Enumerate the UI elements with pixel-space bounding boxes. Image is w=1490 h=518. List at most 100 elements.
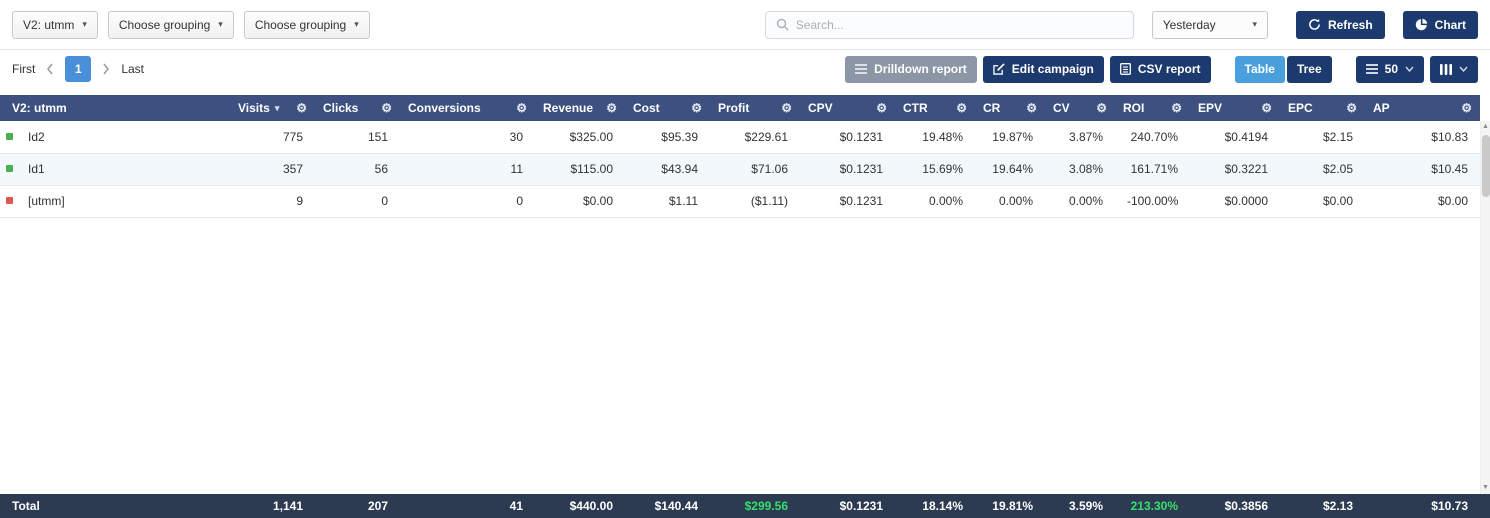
epc-cell: $0.00 [1280,185,1365,218]
total-cpv-cell: $0.1231 [839,499,883,513]
columns-settings-button[interactable] [1430,55,1478,83]
column-settings-gear-icon[interactable]: ⚙ [606,101,617,115]
search-input[interactable] [795,17,1123,32]
table-row[interactable]: Id1 357 56 11 $115.00 $43.94 $71.06 $0.1231 15.6… [0,153,1480,186]
campaign-select-value: V2: utmm [23,17,75,32]
campaign-select[interactable]: V2: utmm ▾ [12,10,98,39]
status-indicator [6,132,13,140]
row-label: Id1 [28,162,45,176]
csv-report-button[interactable]: CSV report [1109,55,1211,83]
edit-pencil-icon [993,63,1005,75]
grouping-select-2[interactable]: Choose grouping ▾ [243,10,370,39]
column-settings-gear-icon[interactable]: ⚙ [956,101,967,115]
column-header-profit[interactable]: Profit ⚙ [710,95,800,121]
report-table: V2: utmm Visits ▾ ⚙ Clicks ⚙ Conversions ⚙ Reven… [0,95,1480,218]
column-settings-gear-icon[interactable]: ⚙ [1026,101,1037,115]
column-header-label: CPV [808,101,833,115]
column-settings-gear-icon[interactable]: ⚙ [781,101,792,115]
ap-cell: $10.83 [1365,121,1480,154]
column-settings-gear-icon[interactable]: ⚙ [691,101,702,115]
date-range-select[interactable]: Yesterday ▾ [1151,10,1268,39]
chevron-down-icon [1459,66,1468,72]
pagination-page-1[interactable]: 1 [65,56,92,82]
total-ap-cell: $10.73 [1431,499,1468,513]
chevron-down-icon: ▾ [218,19,223,29]
row-name-cell[interactable]: Id1 [0,153,230,186]
column-header-ctr[interactable]: CTR ⚙ [895,95,975,121]
table-view-label: Table [1244,62,1275,76]
conversions-cell: 11 [400,153,535,186]
chevron-right-icon[interactable] [102,63,110,75]
column-header-label: ROI [1123,101,1145,115]
column-header-revenue[interactable]: Revenue ⚙ [535,95,625,121]
table-view-button[interactable]: Table [1234,55,1285,83]
grouping-select-1[interactable]: Choose grouping ▾ [107,10,234,39]
ctr-cell: 0.00% [895,185,975,218]
refresh-button[interactable]: Refresh [1295,10,1385,39]
column-header-visits[interactable]: Visits ▾ ⚙ [230,95,315,121]
column-header-cost[interactable]: Cost ⚙ [625,95,710,121]
clicks-cell: 151 [315,121,400,154]
clicks-cell: 0 [315,185,400,218]
scroll-down-arrow-icon[interactable]: ▼ [1482,484,1489,491]
column-header-ap[interactable]: AP ⚙ [1365,95,1480,121]
column-header-name[interactable]: V2: utmm [0,95,230,121]
cv-cell: 3.87% [1045,121,1115,154]
total-cr-cell: 19.81% [992,499,1033,513]
column-header-cpv[interactable]: CPV ⚙ [800,95,895,121]
cost-cell: $1.11 [625,185,710,218]
column-settings-gear-icon[interactable]: ⚙ [1171,101,1182,115]
cv-cell: 0.00% [1045,185,1115,218]
column-settings-gear-icon[interactable]: ⚙ [1261,101,1272,115]
column-header-label: CR [983,101,1001,115]
column-header-cr[interactable]: CR ⚙ [975,95,1045,121]
epv-cell: $0.0000 [1190,185,1280,218]
column-header-epc[interactable]: EPC ⚙ [1280,95,1365,121]
column-header-label: AP [1373,101,1390,115]
grouping-select-1-value: Choose grouping [118,17,211,32]
subbar: First 1 Last Drilldown report Edit c [0,50,1490,88]
table-row[interactable]: [utmm] 9 0 0 $0.00 $1.11 ($1.11) $0.1231 0.00% 0.… [0,185,1480,218]
column-header-epv[interactable]: EPV ⚙ [1190,95,1280,121]
column-settings-gear-icon[interactable]: ⚙ [296,101,307,115]
rows-per-page-button[interactable]: 50 [1355,55,1424,83]
row-name-cell[interactable]: Id2 [0,121,230,154]
column-settings-gear-icon[interactable]: ⚙ [1096,101,1107,115]
column-settings-gear-icon[interactable]: ⚙ [516,101,527,115]
column-settings-gear-icon[interactable]: ⚙ [381,101,392,115]
column-settings-gear-icon[interactable]: ⚙ [876,101,887,115]
column-header-roi[interactable]: ROI ⚙ [1115,95,1190,121]
drilldown-report-button[interactable]: Drilldown report [845,55,977,83]
total-revenue-cell: $440.00 [569,499,613,513]
chevron-down-icon: ▾ [354,19,359,29]
epc-cell: $2.15 [1280,121,1365,154]
tree-view-button[interactable]: Tree [1286,55,1332,83]
pagination-first[interactable]: First [12,62,36,76]
column-header-clicks[interactable]: Clicks ⚙ [315,95,400,121]
scrollbar-thumb[interactable] [1482,135,1490,197]
vertical-scrollbar[interactable]: ▲ ▼ [1480,121,1490,494]
column-settings-gear-icon[interactable]: ⚙ [1461,101,1472,115]
cpv-cell: $0.1231 [800,153,895,186]
table-row[interactable]: Id2 775 151 30 $325.00 $95.39 $229.61 $0.1231 19… [0,121,1480,154]
scroll-up-arrow-icon[interactable]: ▲ [1482,123,1489,130]
hamburger-icon [1365,64,1378,74]
scrollbar-track[interactable] [1481,133,1490,482]
totals-table: Total 1,141 207 41 $440.00 $140.44 $299.56 $0.1… [0,494,1480,518]
row-name-cell[interactable]: [utmm] [0,185,230,218]
roi-cell: -100.00% [1115,185,1190,218]
chart-button[interactable]: Chart [1402,10,1478,39]
chevron-left-icon[interactable] [46,63,54,75]
pagination-last[interactable]: Last [121,62,145,76]
column-settings-gear-icon[interactable]: ⚙ [1346,101,1357,115]
total-cost-cell: $140.44 [654,499,698,513]
column-header-cv[interactable]: CV ⚙ [1045,95,1115,121]
total-roi-cell: 213.30% [1130,499,1178,513]
report-table-zone: V2: utmm Visits ▾ ⚙ Clicks ⚙ Conversions ⚙ Reven… [0,95,1490,494]
edit-campaign-button[interactable]: Edit campaign [982,55,1104,83]
column-header-conversions[interactable]: Conversions ⚙ [400,95,535,121]
roi-cell: 240.70% [1115,121,1190,154]
column-header-label: Clicks [323,101,359,115]
search-icon [776,18,789,31]
